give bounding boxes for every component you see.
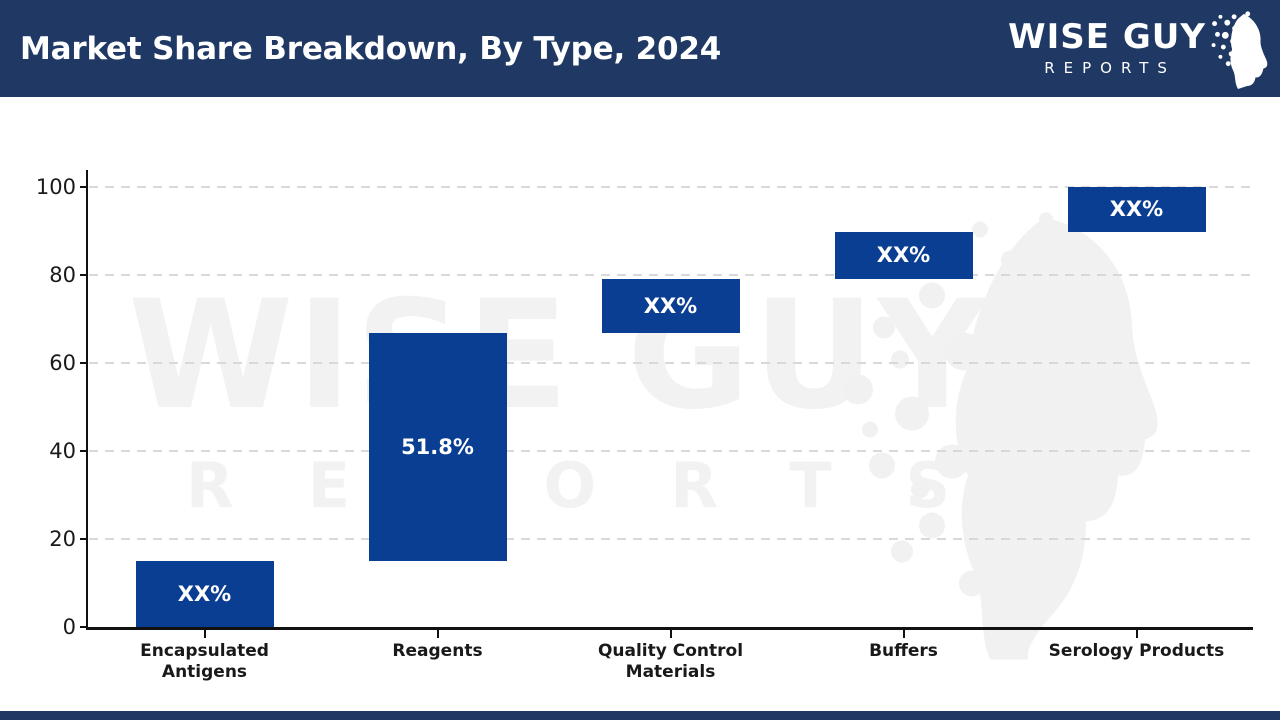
wise-guy-logo: WISE GUY REPORTS (1008, 6, 1268, 91)
bar-buffers: XX% (834, 231, 973, 279)
y-axis (86, 170, 88, 629)
logo-face-icon (1211, 10, 1268, 89)
x-category-label-line: Antigens (161, 662, 248, 682)
x-category-label-line: Serology Products (1048, 641, 1225, 661)
x-category-label-line: Buffers (869, 641, 938, 661)
y-tick-label: 100 (35, 175, 76, 199)
page-title: Market Share Breakdown, By Type, 2024 (20, 30, 722, 67)
bar-value-label: 51.8% (401, 435, 474, 460)
header-bar: Market Share Breakdown, By Type, 2024 WI… (0, 0, 1280, 97)
watermark-face-graphic (843, 212, 1158, 660)
x-category-label-line: Reagents (392, 641, 483, 661)
x-category-label: Quality Control Materials (554, 641, 787, 683)
gridline (89, 274, 1254, 276)
x-category-label: Reagents (321, 641, 554, 662)
gridline (89, 362, 1254, 364)
y-tick-mark (80, 450, 88, 452)
watermark-subtitle: REPORTS (186, 449, 1025, 522)
bar-reagents: 51.8% (368, 333, 507, 561)
y-tick-label: 0 (62, 615, 76, 639)
y-tick-mark (80, 274, 88, 276)
x-tick-mark (436, 630, 439, 638)
y-tick-mark (80, 186, 88, 188)
bar-value-label: XX% (876, 243, 931, 268)
logo-wordmark: WISE GUY (1008, 17, 1206, 58)
bar-value-label: XX% (1109, 197, 1164, 222)
y-tick-label: 80 (49, 263, 76, 287)
bar-encapsulated-antigens: XX% (135, 561, 274, 627)
x-category-label: Buffers (787, 641, 1020, 662)
y-tick-mark (80, 362, 88, 364)
logo-subtitle: REPORTS (1044, 58, 1176, 77)
logo-text: WISE GUY REPORTS (1008, 17, 1206, 77)
gridline (89, 450, 1254, 452)
x-category-label-line: Quality Control (597, 641, 744, 661)
x-tick-mark (1135, 630, 1138, 638)
x-tick-mark (669, 630, 672, 638)
waterfall-chart: WISE GUY REPORTS 0 20 40 60 80 100 XX% Encapsul… (0, 97, 1280, 711)
bar-value-label: XX% (177, 582, 232, 606)
y-tick-mark (80, 626, 88, 628)
x-axis (86, 627, 1253, 630)
x-category-label: Encapsulated Antigens (88, 641, 321, 683)
y-tick-label: 60 (49, 351, 76, 375)
y-tick-mark (80, 538, 88, 540)
x-category-label: Serology Products (1020, 641, 1253, 662)
bar-serology-products: XX% (1067, 187, 1206, 232)
x-category-label-line: Encapsulated (140, 641, 269, 661)
gridline (89, 186, 1254, 188)
x-tick-mark (203, 630, 206, 638)
bar-value-label: XX% (643, 293, 698, 318)
footer-bar (0, 711, 1280, 720)
x-category-label-line: Materials (625, 662, 716, 682)
y-tick-label: 20 (49, 527, 76, 551)
y-tick-label: 40 (49, 439, 76, 463)
x-tick-mark (902, 630, 905, 638)
watermark-wordmark: WISE GUY (128, 269, 990, 443)
gridline (89, 538, 1254, 540)
bar-quality-control-materials: XX% (601, 278, 740, 334)
